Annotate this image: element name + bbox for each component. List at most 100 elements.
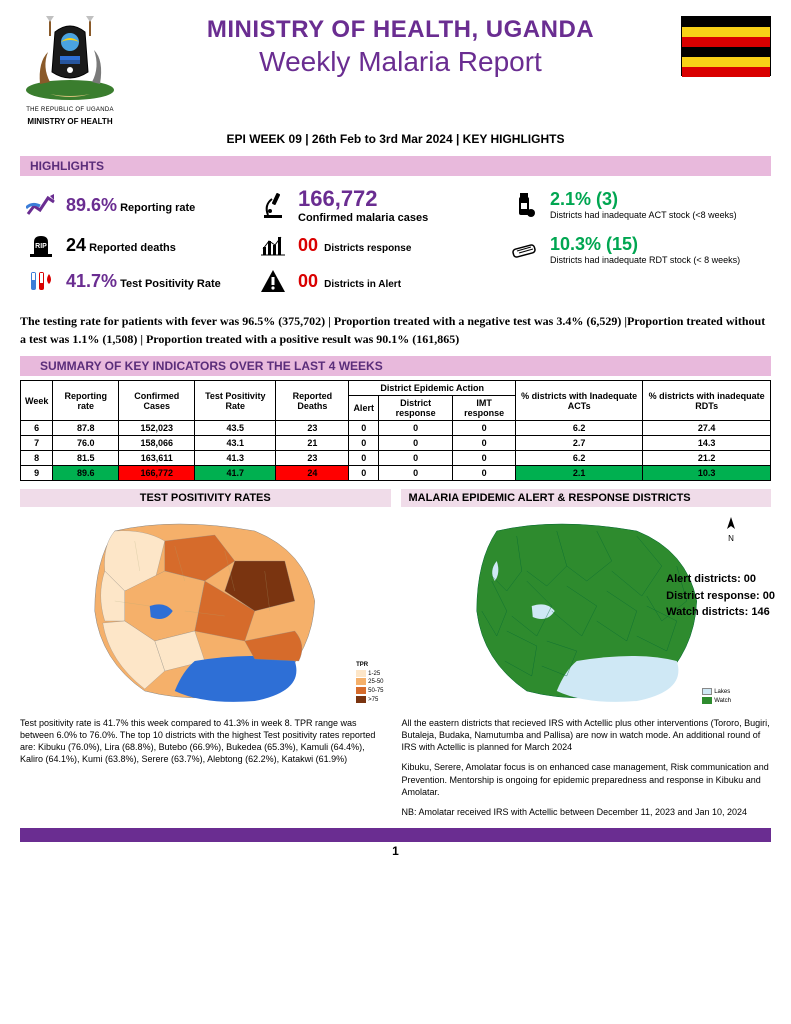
table-cell: 158,066 <box>119 436 195 451</box>
alert-caption-2: Kibuku, Serere, Amolatar focus is on enh… <box>402 761 772 797</box>
epi-week-line: EPI WEEK 09 | 26th Feb to 3rd Mar 2024 |… <box>20 132 771 146</box>
table-cell: 0 <box>349 466 379 481</box>
alert-map-col: N <box>402 511 772 818</box>
table-cell: 21.2 <box>643 451 771 466</box>
maps-headers: TEST POSITIVITY RATES MALARIA EPIDEMIC A… <box>20 489 771 507</box>
stat-alert: Alert districts: 00 <box>666 571 775 588</box>
table-body: 687.8152,02343.5230006.227.4776.0158,066… <box>21 421 771 481</box>
th-deaths: Reported Deaths <box>276 381 349 421</box>
bar-chart-icon <box>256 230 290 260</box>
hl-value: 10.3% (15) <box>550 234 740 255</box>
legend-title: TPR <box>356 662 383 670</box>
chart-up-icon <box>24 190 58 220</box>
hl-label: Districts had inadequate RDT stock (< 8 … <box>550 255 740 266</box>
table-cell: 41.3 <box>195 451 276 466</box>
title-block: MINISTRY OF HEALTH, UGANDA Weekly Malari… <box>132 12 669 78</box>
hl-label: Reporting rate <box>120 202 195 214</box>
alert-caption-3: NB: Amolatar received IRS with Actellic … <box>402 806 772 818</box>
th-tpr: Test Positivity Rate <box>195 381 276 421</box>
narrative-text: The testing rate for patients with fever… <box>20 312 771 348</box>
stat-response: District response: 00 <box>666 588 775 605</box>
hl-value: 166,772 <box>298 186 428 212</box>
footer-bar <box>20 828 771 842</box>
table-cell: 6.2 <box>515 451 642 466</box>
table-cell: 8 <box>21 451 53 466</box>
title-main: MINISTRY OF HEALTH, UGANDA <box>132 16 669 44</box>
alert-header: MALARIA EPIDEMIC ALERT & RESPONSE DISTRI… <box>401 489 772 507</box>
legend-item: 25-50 <box>368 679 383 685</box>
table-cell: 10.3 <box>643 466 771 481</box>
table-cell: 9 <box>21 466 53 481</box>
hl-value: 89.6% <box>66 195 117 215</box>
test-strip-icon <box>508 235 542 265</box>
legend-item: Watch <box>714 698 731 704</box>
hl-response: 00 Districts response <box>256 230 496 260</box>
hl-reporting-rate: 89.6% Reporting rate <box>24 190 244 220</box>
hl-value: 00 <box>298 271 318 291</box>
table-cell: 6.2 <box>515 421 642 436</box>
hl-deaths: RIP 24 Reported deaths <box>24 230 244 260</box>
th-rdt: % districts with inadequate RDTs <box>643 381 771 421</box>
table-cell: 0 <box>349 451 379 466</box>
summary-bar: SUMMARY OF KEY INDICATORS OVER THE LAST … <box>20 356 771 376</box>
table-cell: 0 <box>349 436 379 451</box>
table-cell: 43.5 <box>195 421 276 436</box>
tpr-legend: TPR 1-25 25-50 50-75 >75 <box>356 662 383 705</box>
hl-value: 2.1% (3) <box>550 189 737 210</box>
legend-item: 1-25 <box>368 671 380 677</box>
table-cell: 166,772 <box>119 466 195 481</box>
th-imt: IMT response <box>453 396 516 421</box>
table-cell: 2.7 <box>515 436 642 451</box>
th-reporting: Reporting rate <box>53 381 119 421</box>
legend-item: >75 <box>368 697 378 703</box>
hl-tpr: 41.7% Test Positivity Rate <box>24 266 244 296</box>
th-week: Week <box>21 381 53 421</box>
table-cell: 0 <box>453 421 516 436</box>
table-cell: 0 <box>378 436 452 451</box>
republic-label: THE REPUBLIC OF UGANDA <box>20 107 120 113</box>
stat-watch: Watch districts: 146 <box>666 604 775 621</box>
uganda-flag <box>681 16 771 76</box>
table-cell: 7 <box>21 436 53 451</box>
alert-legend: Lakes Watch <box>702 688 731 705</box>
th-group: District Epidemic Action <box>349 381 516 396</box>
table-cell: 0 <box>453 436 516 451</box>
table-cell: 0 <box>378 451 452 466</box>
svg-text:N: N <box>728 534 734 543</box>
hl-confirmed: 166,772 Confirmed malaria cases <box>256 186 496 224</box>
hl-label: Districts in Alert <box>324 279 401 290</box>
coat-of-arms-icon <box>20 12 120 102</box>
tpr-map: TPR 1-25 25-50 50-75 >75 <box>20 511 390 711</box>
highlights-grid: 89.6% Reporting rate 166,772 Confirmed m… <box>20 176 771 306</box>
table-cell: 0 <box>378 466 452 481</box>
table-row: 776.0158,06643.1210002.714.3 <box>21 436 771 451</box>
th-act: % districts with Inadequate ACTs <box>515 381 642 421</box>
legend-item: Lakes <box>714 689 730 695</box>
alert-stats: Alert districts: 00 District response: 0… <box>666 571 775 621</box>
highlights-bar: HIGHLIGHTS <box>20 156 771 176</box>
tpr-map-col: TPR 1-25 25-50 50-75 >75 Test positivity… <box>20 511 390 766</box>
table-cell: 81.5 <box>53 451 119 466</box>
legend-item: 50-75 <box>368 688 383 694</box>
table-cell: 6 <box>21 421 53 436</box>
blood-test-icon <box>24 266 58 296</box>
hl-label: Districts had inadequate ACT stock (<8 w… <box>550 210 737 221</box>
tpr-map-svg <box>20 511 390 711</box>
tpr-caption: Test positivity rate is 41.7% this week … <box>20 717 390 766</box>
hl-alert: 00 Districts in Alert <box>256 266 496 296</box>
th-dresp: District response <box>378 396 452 421</box>
table-cell: 27.4 <box>643 421 771 436</box>
hl-value: 00 <box>298 235 318 255</box>
hl-value: 41.7% <box>66 271 117 291</box>
table-cell: 0 <box>349 421 379 436</box>
ministry-label: MINISTRY OF HEALTH <box>20 117 120 126</box>
summary-bar-label: SUMMARY OF KEY INDICATORS OVER THE LAST … <box>40 359 383 373</box>
microscope-icon <box>256 190 290 220</box>
table-cell: 2.1 <box>515 466 642 481</box>
svg-text:RIP: RIP <box>35 243 47 250</box>
table-row: 989.6166,77241.7240002.110.3 <box>21 466 771 481</box>
hl-label: Reported deaths <box>89 242 176 254</box>
table-cell: 76.0 <box>53 436 119 451</box>
alert-triangle-icon <box>256 266 290 296</box>
table-head: Week Reporting rate Confirmed Cases Test… <box>21 381 771 421</box>
